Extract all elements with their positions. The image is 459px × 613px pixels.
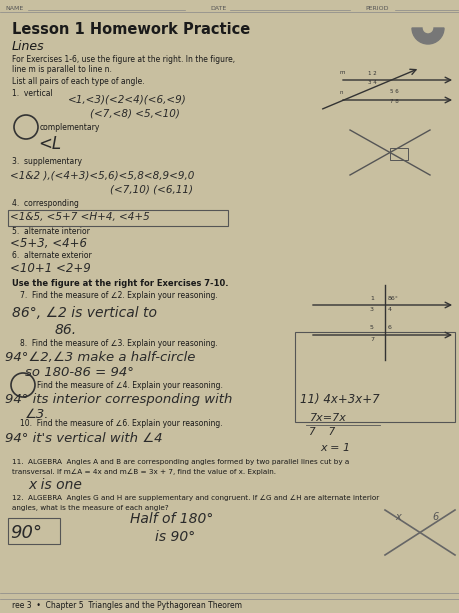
Text: complementary: complementary [40, 123, 100, 132]
Text: angles, what is the measure of each angle?: angles, what is the measure of each angl… [12, 505, 168, 511]
Text: is 90°: is 90° [155, 530, 195, 544]
Text: so 180-86 = 94°: so 180-86 = 94° [25, 365, 134, 378]
Text: 5: 5 [369, 325, 373, 330]
Text: 7    7: 7 7 [308, 427, 335, 437]
Text: transversal. If m∠A = 4x and m∠B = 3x + 7, find the value of x. Explain.: transversal. If m∠A = 4x and m∠B = 3x + … [12, 469, 275, 475]
Text: 7: 7 [369, 337, 373, 342]
Text: (<7,<8) <5,<10): (<7,<8) <5,<10) [90, 108, 179, 118]
Text: 7.  Find the measure of ∠2. Explain your reasoning.: 7. Find the measure of ∠2. Explain your … [20, 292, 217, 300]
Text: DATE: DATE [210, 6, 226, 10]
Text: ree 3  •  Chapter 5  Triangles and the Pythagorean Theorem: ree 3 • Chapter 5 Triangles and the Pyth… [12, 601, 241, 609]
Text: x = 1: x = 1 [319, 443, 349, 453]
Text: x: x [394, 512, 400, 522]
Text: 11) 4x+3x+7: 11) 4x+3x+7 [299, 394, 379, 406]
Text: 12.  ALGEBRA  Angles G and H are supplementary and congruent. If ∠G and ∠H are a: 12. ALGEBRA Angles G and H are supplemen… [12, 495, 378, 501]
Text: ∠3.: ∠3. [25, 408, 50, 421]
Text: 7 8: 7 8 [389, 99, 398, 104]
Text: 94°∠2,∠3 make a half-circle: 94°∠2,∠3 make a half-circle [5, 351, 195, 364]
Bar [294, 332, 454, 422]
Text: n: n [339, 91, 343, 96]
Text: 1: 1 [369, 296, 373, 301]
Text: 94° it's vertical with ∠4: 94° it's vertical with ∠4 [5, 432, 162, 444]
Bar [8, 210, 228, 226]
Text: Find the measure of ∠4. Explain your reasoning.: Find the measure of ∠4. Explain your rea… [37, 381, 223, 389]
Text: <10+1 <2+9: <10+1 <2+9 [10, 262, 90, 275]
Text: m: m [339, 70, 345, 75]
Text: 7x=7x: 7x=7x [309, 413, 346, 423]
Text: 3 4: 3 4 [367, 80, 376, 85]
Text: List all pairs of each type of angle.: List all pairs of each type of angle. [12, 77, 144, 86]
Text: 4.  corresponding: 4. corresponding [12, 199, 78, 207]
Text: 86°: 86° [387, 296, 398, 301]
Text: 11.  ALGEBRA  Angles A and B are corresponding angles formed by two parallel lin: 11. ALGEBRA Angles A and B are correspon… [12, 459, 348, 465]
Bar [389, 148, 407, 160]
Text: 6: 6 [431, 512, 437, 522]
Text: <L: <L [38, 135, 61, 153]
Text: Lines: Lines [12, 39, 45, 53]
Text: NAME: NAME [5, 6, 23, 10]
Text: Half of 180°: Half of 180° [130, 512, 213, 526]
Wedge shape [411, 28, 443, 44]
Text: 6: 6 [387, 325, 391, 330]
Text: For Exercises 1-6, use the figure at the right. In the figure,: For Exercises 1-6, use the figure at the… [12, 56, 235, 64]
Text: <1&5, <5+7 <H+4, <4+5: <1&5, <5+7 <H+4, <4+5 [10, 212, 150, 222]
Text: line m is parallel to line n.: line m is parallel to line n. [12, 66, 112, 75]
Text: 90°: 90° [10, 524, 42, 542]
Text: 86.: 86. [55, 323, 77, 337]
Text: 5 6: 5 6 [389, 89, 398, 94]
Text: 1 2: 1 2 [367, 71, 376, 76]
Text: 4: 4 [387, 307, 391, 312]
Text: 6.  alternate exterior: 6. alternate exterior [12, 251, 91, 261]
Text: <1&2 ),(<4+3)<5,6)<5,8<8,9<9,0: <1&2 ),(<4+3)<5,6)<5,8<8,9<9,0 [10, 171, 194, 181]
Bar [8, 518, 60, 544]
Text: 5.  alternate interior: 5. alternate interior [12, 227, 90, 237]
Text: 10.  Find the measure of ∠6. Explain your reasoning.: 10. Find the measure of ∠6. Explain your… [20, 419, 222, 428]
Text: 8.  Find the measure of ∠3. Explain your reasoning.: 8. Find the measure of ∠3. Explain your … [20, 338, 217, 348]
Text: <5+3, <4+6: <5+3, <4+6 [10, 237, 87, 251]
Text: 3.  supplementary: 3. supplementary [12, 158, 82, 167]
Text: (<7,10) (<6,11): (<7,10) (<6,11) [110, 185, 193, 195]
Text: 86°, ∠2 is vertical to: 86°, ∠2 is vertical to [12, 306, 157, 320]
Text: Use the figure at the right for Exercises 7-10.: Use the figure at the right for Exercise… [12, 280, 228, 289]
Text: x is one: x is one [28, 478, 82, 492]
Text: 3: 3 [369, 307, 373, 312]
Text: <1,<3)(<2<4)(<6,<9): <1,<3)(<2<4)(<6,<9) [68, 94, 186, 104]
Text: PERIOD: PERIOD [364, 6, 388, 10]
Text: 94° its interior corresponding with: 94° its interior corresponding with [5, 392, 232, 406]
Text: 1.  vertical: 1. vertical [12, 88, 53, 97]
Text: Lesson 1 Homework Practice: Lesson 1 Homework Practice [12, 23, 250, 37]
